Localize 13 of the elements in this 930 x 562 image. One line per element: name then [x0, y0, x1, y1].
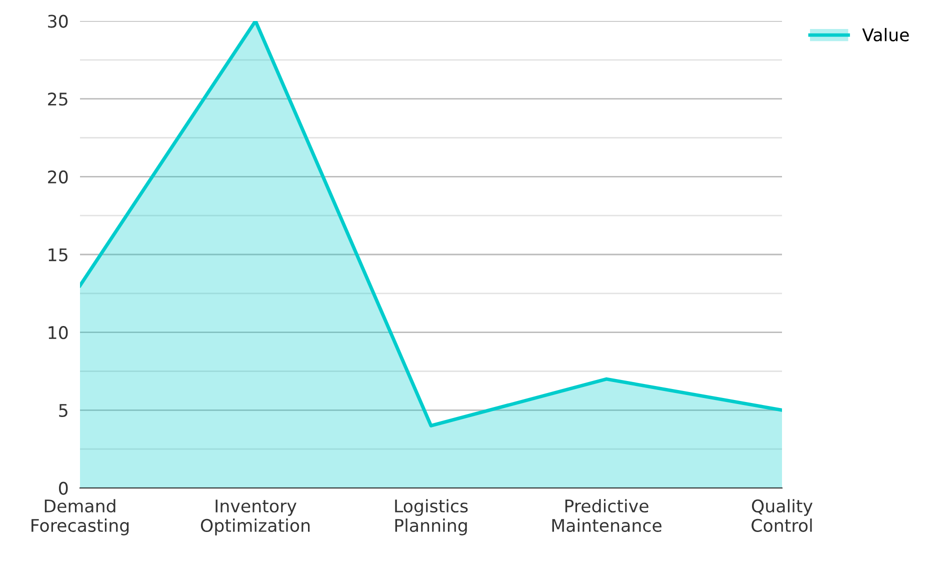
x-tick-label: Predictive Maintenance [552, 499, 662, 532]
y-tick-label: 10 [48, 326, 68, 340]
y-tick-label: 30 [48, 14, 68, 28]
y-tick-label: 15 [48, 248, 68, 262]
y-tick-label: 25 [48, 92, 68, 106]
y-tick-label: 0 [58, 482, 68, 495]
x-tick-label: Demand Forecasting [32, 499, 129, 536]
legend-label: Value [862, 28, 909, 42]
y-tick-label: 20 [48, 170, 68, 184]
x-tick-label: Quality Control [752, 499, 812, 532]
x-tick-label: Logistics Planning [395, 499, 468, 536]
y-tick-label: 5 [59, 404, 68, 418]
x-tick-label: Inventory Optimization [200, 500, 310, 536]
